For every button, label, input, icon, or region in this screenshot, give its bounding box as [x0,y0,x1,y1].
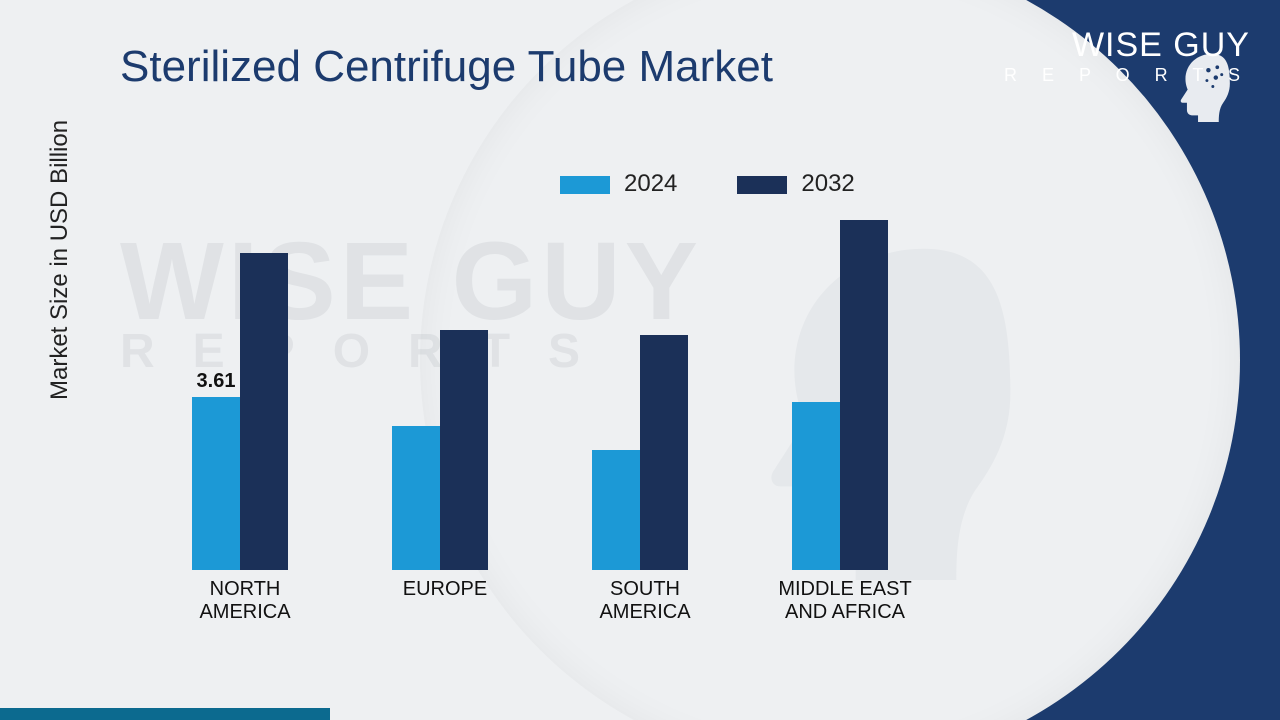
x-axis-label: NORTH AMERICA [170,578,320,624]
bar [640,335,688,570]
legend-swatch [560,176,610,194]
plot-area: 3.61NORTH AMERICAEUROPESOUTH AMERICAMIDD… [150,210,960,590]
logo-head-icon [1164,48,1238,122]
bar [592,450,640,570]
bar [392,426,440,570]
brand-logo: WISE GUY R E P O R T S [1004,28,1250,85]
legend-swatch [737,176,787,194]
legend-item: 2024 [560,170,677,198]
chart-area: Market Size in USD Billion 20242032 3.61… [60,170,960,630]
bar [792,402,840,570]
bar [240,253,288,570]
x-axis-label: SOUTH AMERICA [570,578,720,624]
canvas: WISE GUY R E P O R T S Sterilized Centri… [0,0,1280,720]
bar [440,330,488,570]
bar: 3.61 [192,397,240,570]
chart-title: Sterilized Centrifuge Tube Market [120,42,773,92]
legend-label: 2024 [624,170,677,197]
x-axis-label: MIDDLE EAST AND AFRICA [770,578,920,624]
footer-accent [0,708,330,720]
y-axis-label: Market Size in USD Billion [46,120,74,400]
legend-label: 2032 [801,170,854,197]
legend: 2024 2032 [560,170,855,198]
bar [840,220,888,570]
bar-value-label: 3.61 [197,370,236,393]
legend-item: 2032 [737,170,854,198]
x-axis-label: EUROPE [370,578,520,601]
